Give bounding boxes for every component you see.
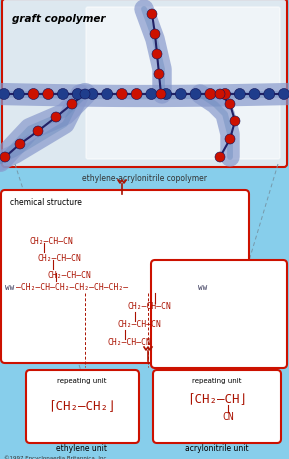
Circle shape [225,100,235,110]
Circle shape [175,90,186,100]
Circle shape [150,30,160,40]
Text: CH₂—CH—CN: CH₂—CH—CN [29,237,73,246]
FancyBboxPatch shape [153,370,281,443]
Circle shape [51,113,61,123]
Text: CH₂—CH—CN: CH₂—CH—CN [47,271,91,280]
Circle shape [156,90,166,100]
Circle shape [33,127,43,137]
Circle shape [0,90,10,100]
FancyBboxPatch shape [1,190,249,363]
Circle shape [58,90,68,100]
Circle shape [215,90,225,100]
Text: ww: ww [5,283,14,292]
Text: chemical structure: chemical structure [10,197,82,207]
Circle shape [152,50,162,60]
Circle shape [230,117,240,127]
Text: ww: ww [198,283,207,292]
Text: CH₂—CH—CN: CH₂—CH—CN [38,254,82,263]
Circle shape [116,90,127,100]
Text: CN: CN [222,411,234,421]
Circle shape [220,90,231,100]
Circle shape [215,153,225,162]
Text: acrylonitrile unit: acrylonitrile unit [185,443,249,452]
FancyBboxPatch shape [26,370,139,443]
Circle shape [87,90,98,100]
Text: ⌈CH₂—CH⌋: ⌈CH₂—CH⌋ [187,392,247,406]
Circle shape [234,90,245,100]
Circle shape [249,90,260,100]
Text: ©1997 Encyclopaedia Britannica, Inc.: ©1997 Encyclopaedia Britannica, Inc. [4,454,108,459]
Text: —CH₂—CH—CH₂—CH₂—CH—CH₂—: —CH₂—CH—CH₂—CH₂—CH—CH₂— [16,283,128,292]
FancyBboxPatch shape [151,260,287,368]
Text: CH₂—CH—CN: CH₂—CH—CN [128,302,172,311]
Circle shape [0,153,10,162]
Circle shape [205,90,216,100]
Circle shape [43,90,54,100]
Circle shape [279,90,289,100]
Circle shape [147,10,157,20]
Text: ethylene-acrylonitrile copolymer: ethylene-acrylonitrile copolymer [81,174,207,183]
Text: repeating unit: repeating unit [192,377,242,383]
Text: ⌈CH₂—CH₂⌋: ⌈CH₂—CH₂⌋ [48,400,116,413]
Text: CH₂—CH—CN: CH₂—CH—CN [118,320,162,329]
Text: repeating unit: repeating unit [57,377,107,383]
FancyBboxPatch shape [86,8,280,160]
Circle shape [225,134,235,145]
Circle shape [80,90,90,100]
FancyBboxPatch shape [2,0,287,168]
Circle shape [13,90,24,100]
Circle shape [146,90,157,100]
Circle shape [67,100,77,110]
Circle shape [15,140,25,150]
Circle shape [28,90,39,100]
Text: ethylene unit: ethylene unit [57,443,108,452]
Text: graft copolymer: graft copolymer [12,14,105,24]
Circle shape [72,90,83,100]
Circle shape [161,90,172,100]
Circle shape [131,90,142,100]
Text: CH₂—CH—CN: CH₂—CH—CN [108,338,152,347]
Circle shape [190,90,201,100]
Circle shape [154,70,164,80]
Circle shape [264,90,275,100]
Circle shape [102,90,113,100]
